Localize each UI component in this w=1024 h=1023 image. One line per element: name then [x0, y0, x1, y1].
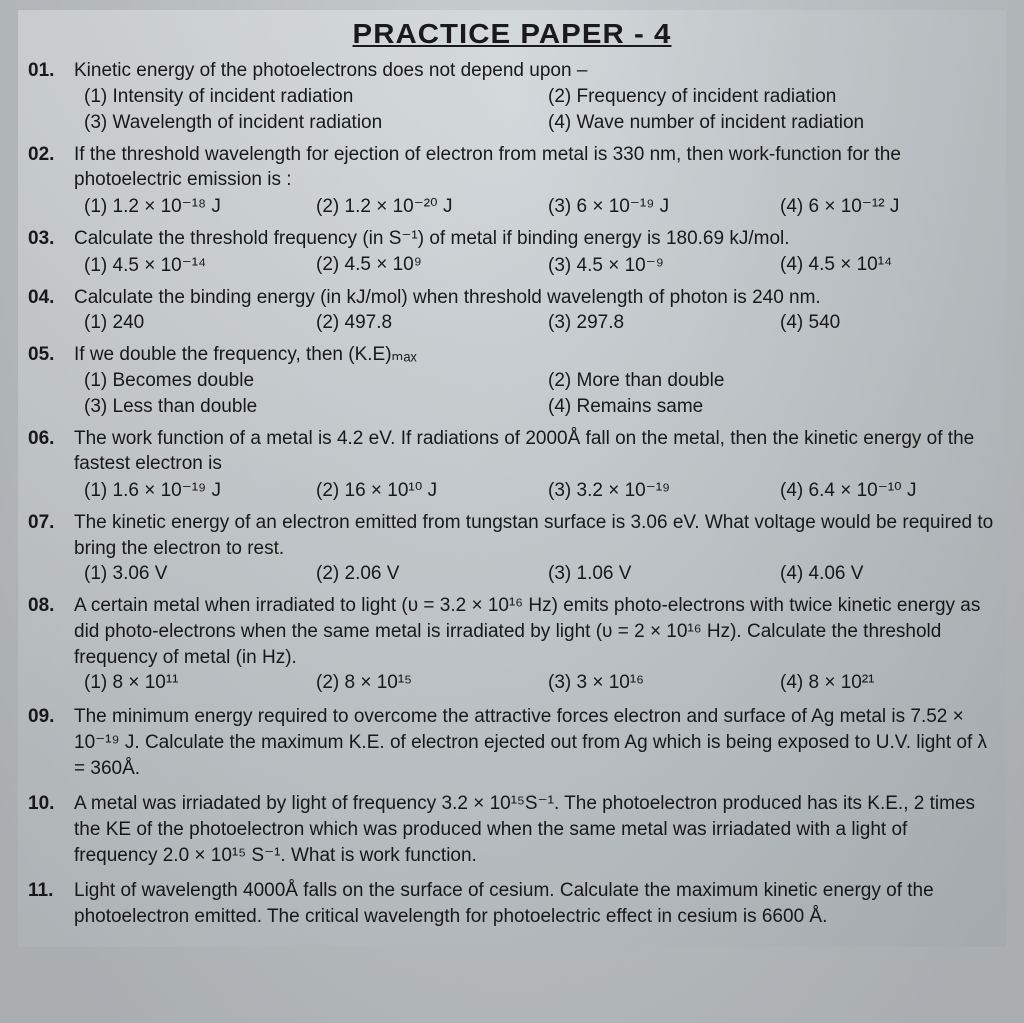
option-4: (4) 6.4 × 10⁻¹⁰ J	[780, 479, 996, 502]
option-2: (2) 497.8	[316, 312, 532, 334]
question-number: 10.	[28, 793, 62, 815]
question-text: A metal was irriadated by light of frequ…	[74, 791, 996, 868]
question-text: Kinetic energy of the photoelectrons doe…	[74, 58, 996, 84]
option-1: (1) Becomes double	[84, 370, 532, 392]
question-text: A certain metal when irradiated to light…	[74, 593, 996, 670]
question-number: 06.	[28, 428, 62, 450]
question-text: The minimum energy required to overcome …	[74, 704, 996, 781]
question-text: The kinetic energy of an electron emitte…	[74, 510, 996, 561]
question-9: 09. The minimum energy required to overc…	[28, 704, 996, 781]
option-4: (4) 8 × 10²¹	[780, 672, 996, 694]
option-4: (4) 4.5 × 10¹⁴	[780, 254, 996, 277]
question-number: 08.	[28, 595, 62, 617]
question-text: Calculate the threshold frequency (in S⁻…	[74, 226, 996, 252]
option-4: (4) 6 × 10⁻¹² J	[780, 195, 996, 218]
question-1: 01. Kinetic energy of the photoelectrons…	[28, 58, 996, 134]
question-number: 05.	[28, 344, 62, 366]
option-2: (2) Frequency of incident radiation	[548, 86, 996, 108]
option-3: (3) 3.2 × 10⁻¹⁹	[548, 479, 764, 502]
question-text: If we double the frequency, then (K.E)ₘₐ…	[74, 342, 996, 368]
options: (1) 3.06 V (2) 2.06 V (3) 1.06 V (4) 4.0…	[84, 563, 996, 585]
options: (1) 1.2 × 10⁻¹⁸ J (2) 1.2 × 10⁻²⁰ J (3) …	[84, 195, 996, 218]
option-2: (2) 8 × 10¹⁵	[316, 672, 532, 694]
question-text: The work function of a metal is 4.2 eV. …	[74, 426, 996, 477]
option-3: (3) 297.8	[548, 312, 764, 334]
options: (1) 240 (2) 497.8 (3) 297.8 (4) 540	[84, 312, 996, 334]
option-1: (1) 8 × 10¹¹	[84, 672, 300, 694]
question-5: 05. If we double the frequency, then (K.…	[28, 342, 996, 418]
question-7: 07. The kinetic energy of an electron em…	[28, 510, 996, 585]
question-number: 07.	[28, 512, 62, 534]
question-11: 11. Light of wavelength 4000Å falls on t…	[28, 878, 996, 929]
option-2: (2) 1.2 × 10⁻²⁰ J	[316, 195, 532, 218]
options: (1) Intensity of incident radiation (2) …	[84, 86, 996, 134]
options: (1) Becomes double (2) More than double …	[84, 370, 996, 418]
options: (1) 1.6 × 10⁻¹⁹ J (2) 16 × 10¹⁰ J (3) 3.…	[84, 479, 996, 502]
option-1: (1) 240	[84, 312, 300, 334]
option-1: (1) 1.2 × 10⁻¹⁸ J	[84, 195, 300, 218]
option-4: (4) Remains same	[548, 396, 996, 418]
question-number: 01.	[28, 60, 62, 82]
option-1: (1) 1.6 × 10⁻¹⁹ J	[84, 479, 300, 502]
option-3: (3) 3 × 10¹⁶	[548, 672, 764, 694]
options: (1) 4.5 × 10⁻¹⁴ (2) 4.5 × 10⁹ (3) 4.5 × …	[84, 254, 996, 277]
question-text: Calculate the binding energy (in kJ/mol)…	[74, 285, 996, 311]
option-2: (2) 16 × 10¹⁰ J	[316, 479, 532, 502]
option-4: (4) 540	[780, 312, 996, 334]
question-number: 09.	[28, 706, 62, 728]
question-10: 10. A metal was irriadated by light of f…	[28, 791, 996, 868]
option-1: (1) Intensity of incident radiation	[84, 86, 532, 108]
question-text: Light of wavelength 4000Å falls on the s…	[74, 878, 996, 929]
question-3: 03. Calculate the threshold frequency (i…	[28, 226, 996, 277]
question-number: 11.	[28, 880, 62, 902]
option-2: (2) 4.5 × 10⁹	[316, 254, 532, 277]
question-8: 08. A certain metal when irradiated to l…	[28, 593, 996, 694]
question-2: 02. If the threshold wavelength for ejec…	[28, 142, 996, 218]
question-text: If the threshold wavelength for ejection…	[74, 142, 996, 193]
option-2: (2) 2.06 V	[316, 563, 532, 585]
option-4: (4) 4.06 V	[780, 563, 996, 585]
option-3: (3) 1.06 V	[548, 563, 764, 585]
page-title: PRACTICE PAPER - 4	[4, 18, 1020, 50]
question-number: 02.	[28, 144, 62, 166]
options: (1) 8 × 10¹¹ (2) 8 × 10¹⁵ (3) 3 × 10¹⁶ (…	[84, 672, 996, 694]
question-number: 04.	[28, 287, 62, 309]
option-1: (1) 4.5 × 10⁻¹⁴	[84, 254, 300, 277]
option-3: (3) Wavelength of incident radiation	[84, 112, 532, 134]
option-4: (4) Wave number of incident radiation	[548, 112, 996, 134]
option-1: (1) 3.06 V	[84, 563, 300, 585]
option-3: (3) 6 × 10⁻¹⁹ J	[548, 195, 764, 218]
option-3: (3) 4.5 × 10⁻⁹	[548, 254, 764, 277]
question-number: 03.	[28, 228, 62, 250]
question-6: 06. The work function of a metal is 4.2 …	[28, 426, 996, 502]
option-2: (2) More than double	[548, 370, 996, 392]
option-3: (3) Less than double	[84, 396, 532, 418]
question-4: 04. Calculate the binding energy (in kJ/…	[28, 285, 996, 335]
